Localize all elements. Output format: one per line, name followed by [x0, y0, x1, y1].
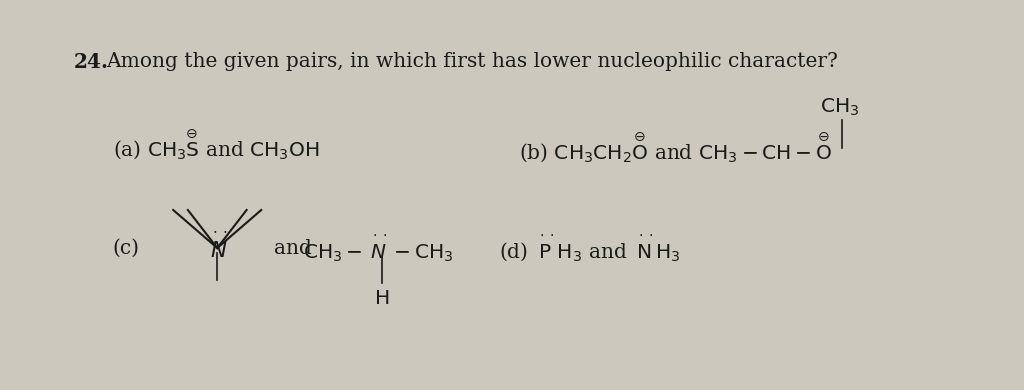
Text: $\overset{\:\cdot\cdot}{N}$: $\overset{\:\cdot\cdot}{N}$ — [206, 233, 228, 263]
Text: (c): (c) — [113, 239, 139, 257]
Text: and: and — [274, 239, 312, 257]
Text: $\mathrm{CH_3}-\overset{\:\cdot\cdot}{N}-\mathrm{CH_3}$: $\mathrm{CH_3}-\overset{\:\cdot\cdot}{N}… — [303, 232, 454, 264]
Text: $\mathrm{H}$: $\mathrm{H}$ — [374, 289, 389, 307]
Text: (b) $\mathrm{CH_3CH_2\overset{\ominus}{O}}$ and $\mathrm{CH_3-CH-\overset{\ominu: (b) $\mathrm{CH_3CH_2\overset{\ominus}{O… — [518, 131, 833, 165]
Text: Among the given pairs, in which first has lower nucleophilic character?: Among the given pairs, in which first ha… — [105, 52, 838, 71]
Text: $\mathrm{CH_3}$: $\mathrm{CH_3}$ — [820, 97, 859, 118]
Text: 24.: 24. — [74, 52, 109, 72]
Text: (a) $\mathrm{CH_3\overset{\ominus}{S}}$ and $\mathrm{CH_3OH}$: (a) $\mathrm{CH_3\overset{\ominus}{S}}$ … — [113, 128, 318, 162]
Text: (d) $\overset{\:\cdot\cdot}{\mathrm{P}}\mathrm{H_3}$ and $\overset{\:\cdot\cdot}: (d) $\overset{\:\cdot\cdot}{\mathrm{P}}\… — [499, 233, 681, 263]
